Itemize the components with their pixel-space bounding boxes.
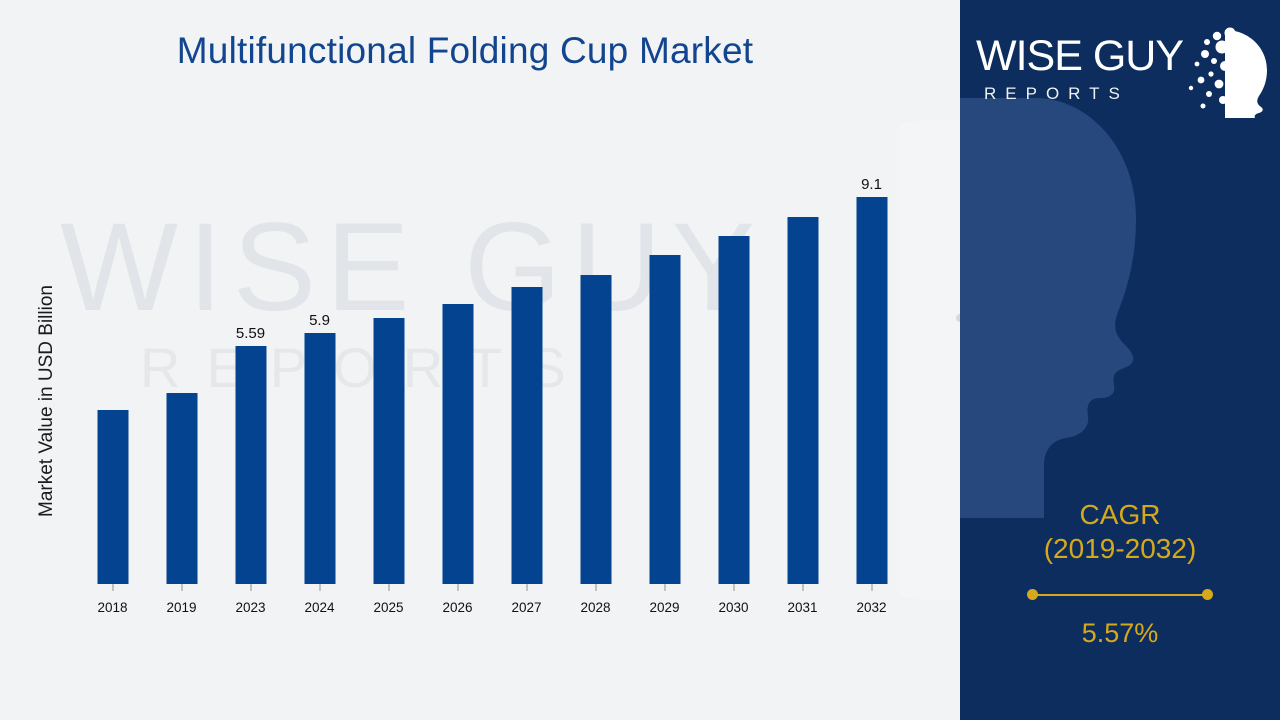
x-axis-tick-label: 2027	[511, 600, 542, 615]
bar-series: 2018 2019 5.59 2023 5.9 2024 2025 2026 2027 2028 2…	[78, 150, 906, 615]
bar-group: 9.1 2032	[837, 150, 906, 615]
bar-value-label: 9.1	[861, 176, 882, 193]
x-axis-tick	[802, 584, 803, 591]
bar	[718, 236, 749, 584]
divider-knob-right	[1202, 589, 1213, 601]
x-axis-tick-label: 2032	[856, 600, 887, 615]
bar	[580, 275, 611, 584]
bar	[649, 255, 680, 584]
logo-sub-text: REPORTS	[984, 84, 1129, 103]
bar-group: 2028	[561, 150, 630, 615]
side-panel: WISE GUY REPORTS	[960, 0, 1280, 720]
bar	[235, 346, 266, 584]
cagr-years: (2019-2032)	[1043, 533, 1197, 565]
bar	[442, 304, 473, 584]
bar	[511, 287, 542, 584]
x-axis-tick-label: 2030	[718, 600, 749, 615]
bar	[787, 217, 818, 584]
plot-area: 2018 2019 5.59 2023 5.9 2024 2025 2026 2027 2028 2…	[78, 150, 906, 615]
cagr-divider	[1027, 588, 1213, 602]
bar-group: 2030	[699, 150, 768, 615]
x-axis-tick-label: 2023	[235, 600, 266, 615]
bar-group: 2025	[354, 150, 423, 615]
x-axis-tick-label: 2024	[304, 600, 335, 615]
bar-group: 5.59 2023	[216, 150, 285, 615]
bar-value-label: 5.9	[309, 312, 330, 329]
bar	[166, 393, 197, 584]
x-axis-tick-label: 2018	[97, 600, 128, 615]
bar	[856, 197, 887, 584]
divider-knob-left	[1027, 589, 1038, 601]
bar	[97, 410, 128, 584]
head-profile-silhouette-icon	[960, 98, 1136, 518]
logo-brand-text: WISE GUY	[976, 32, 1184, 80]
divider-line	[1034, 594, 1206, 596]
bar-value-label: 5.59	[235, 325, 266, 342]
x-axis-tick-label: 2026	[442, 600, 473, 615]
bar-group: 2031	[768, 150, 837, 615]
x-axis-tick	[250, 584, 251, 591]
x-axis-tick	[664, 584, 665, 591]
x-axis-tick-label: 2031	[787, 600, 818, 615]
x-axis-tick	[181, 584, 182, 591]
x-axis-tick-label: 2025	[373, 600, 404, 615]
x-axis-tick	[871, 584, 872, 591]
x-axis-tick	[457, 584, 458, 591]
brand-logo: WISE GUY REPORTS	[972, 26, 1272, 118]
cagr-value: 5.57%	[1081, 618, 1159, 649]
x-axis-tick-label: 2029	[649, 600, 680, 615]
bar-group: 5.9 2024	[285, 150, 354, 615]
x-axis-tick	[112, 584, 113, 591]
bar	[304, 333, 335, 584]
x-axis-tick	[319, 584, 320, 591]
bar-group: 2027	[492, 150, 561, 615]
bar-group: 2026	[423, 150, 492, 615]
x-axis-tick-label: 2019	[166, 600, 197, 615]
x-axis-tick	[526, 584, 527, 591]
page-title: Multifunctional Folding Cup Market	[176, 30, 754, 71]
bar-group: 2019	[147, 150, 216, 615]
cagr-title: CAGR	[1079, 499, 1161, 530]
x-axis-tick	[388, 584, 389, 591]
x-axis-tick-label: 2028	[580, 600, 611, 615]
bar-group: 2029	[630, 150, 699, 615]
chart-panel: Multifunctional Folding Cup Market WISE …	[36, 30, 906, 615]
bar-group: 2018	[78, 150, 147, 615]
x-axis-tick	[595, 584, 596, 591]
bar	[373, 318, 404, 584]
logo-dotted-head-icon	[1188, 27, 1267, 118]
y-axis-label: Market Value in USD Billion	[36, 285, 57, 517]
cagr-block: CAGR (2019-2032) 5.57%	[960, 498, 1280, 649]
x-axis-tick	[733, 584, 734, 591]
